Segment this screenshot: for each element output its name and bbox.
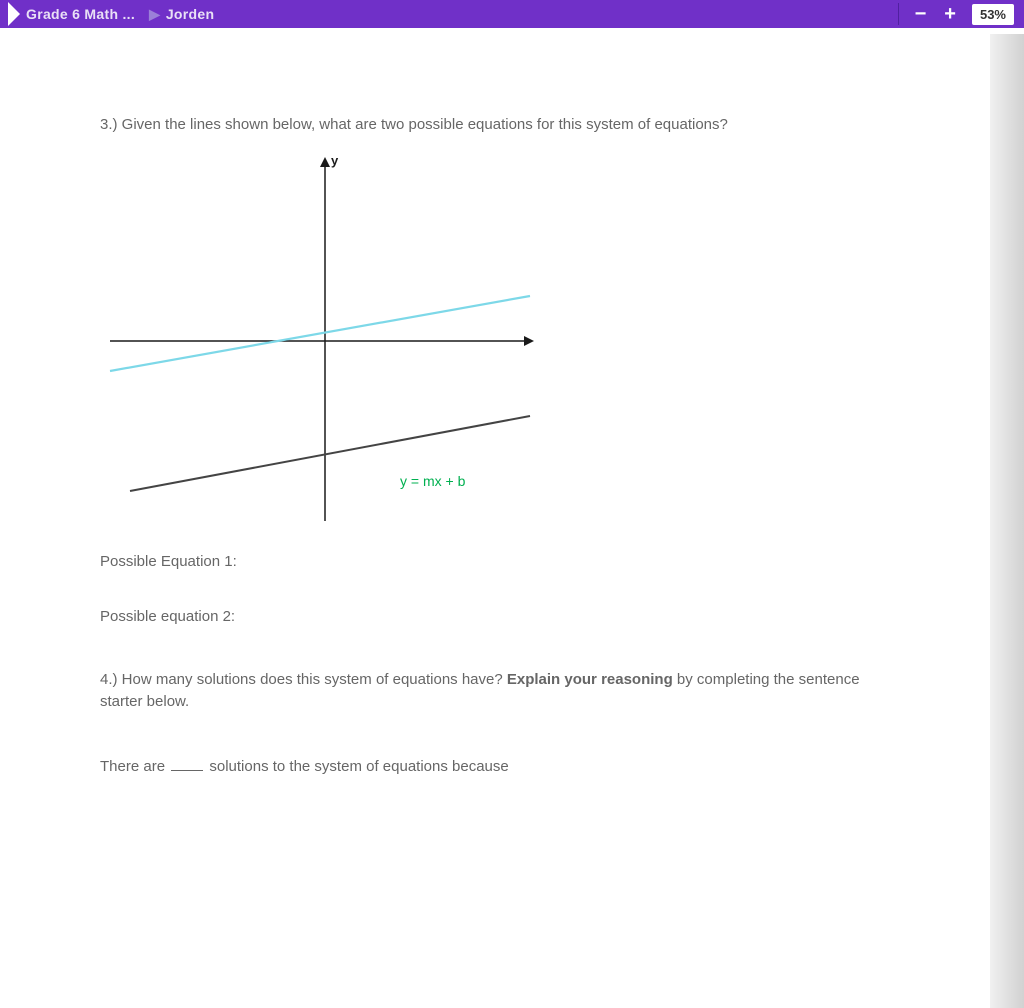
chevron-right-icon: ▶	[149, 6, 160, 23]
sentence-starter: There are solutions to the system of equ…	[100, 756, 890, 779]
y-axis-label: y	[331, 153, 338, 168]
q4-prefix: 4.) How many solutions does this system …	[100, 671, 507, 688]
fill-in-blank[interactable]	[171, 770, 203, 771]
breadcrumb-student[interactable]: Jorden	[166, 6, 214, 22]
document-page: 3.) Given the lines shown below, what ar…	[0, 34, 990, 994]
question-4-prompt: 4.) How many solutions does this system …	[100, 669, 890, 714]
breadcrumb-course[interactable]: Grade 6 Math ...	[26, 6, 135, 22]
zoom-controls: − + 53%	[898, 0, 1014, 28]
graph-line-grey	[130, 416, 530, 491]
sentence-suffix: solutions to the system of equations bec…	[205, 758, 509, 775]
graph-system-of-equations: y y = mx + b	[100, 151, 550, 531]
possible-equation-1-label: Possible Equation 1:	[100, 553, 890, 570]
top-toolbar: Grade 6 Math ... ▶ Jorden − + 53%	[0, 0, 1024, 28]
graph-svg	[100, 151, 550, 531]
content-area: 3.) Given the lines shown below, what ar…	[0, 34, 1024, 994]
page-shadow	[990, 34, 1024, 1008]
y-axis-arrow-icon	[320, 157, 330, 167]
equation-hint-annotation: y = mx + b	[400, 473, 465, 489]
x-axis-arrow-icon	[524, 336, 534, 346]
toolbar-divider	[898, 3, 899, 25]
logo-icon	[8, 2, 20, 26]
question-3-prompt: 3.) Given the lines shown below, what ar…	[100, 114, 890, 137]
zoom-level-display[interactable]: 53%	[972, 4, 1014, 25]
possible-equation-2-label: Possible equation 2:	[100, 608, 890, 625]
page-container: Grade 6 Math ... ▶ Jorden − + 53% 3.) Gi…	[0, 0, 1024, 1008]
zoom-in-button[interactable]: +	[942, 4, 958, 24]
q4-bold: Explain your reasoning	[507, 671, 673, 688]
sentence-prefix: There are	[100, 758, 169, 775]
zoom-out-button[interactable]: −	[913, 4, 929, 24]
graph-line-cyan	[110, 296, 530, 371]
